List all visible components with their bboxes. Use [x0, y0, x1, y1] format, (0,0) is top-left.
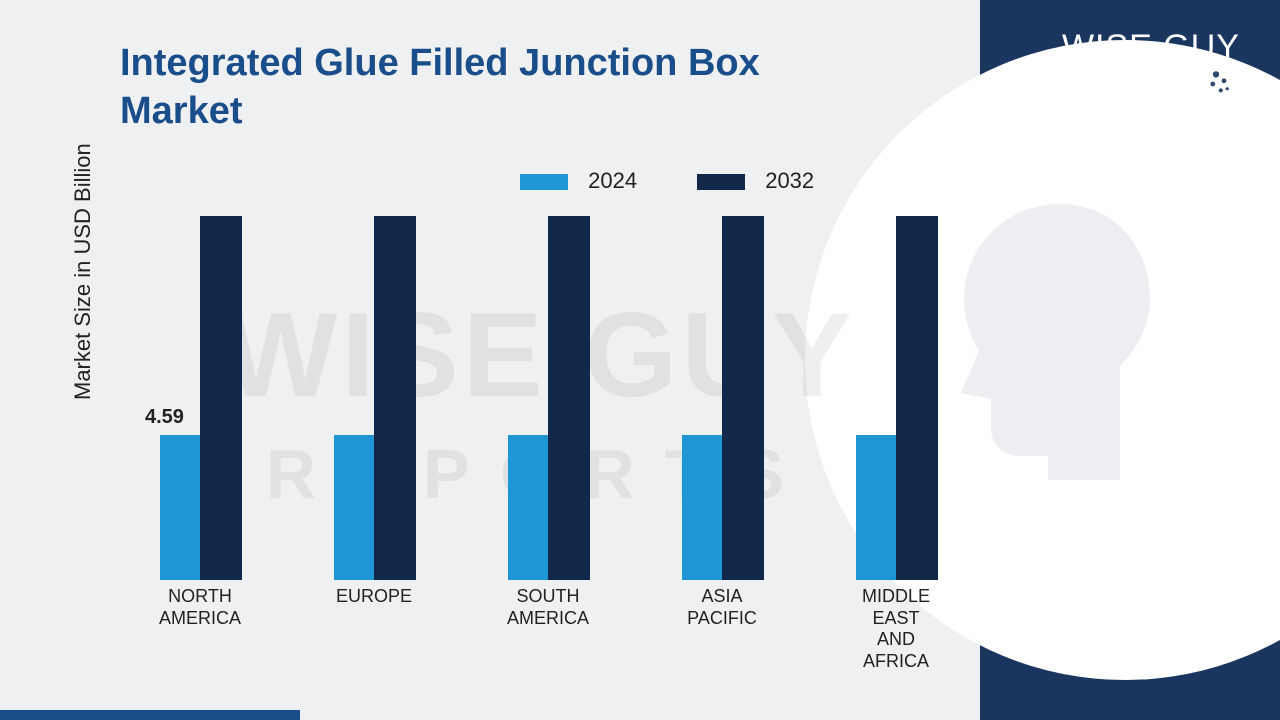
bar-2032: [200, 216, 242, 580]
bar-2024: [508, 435, 550, 580]
bar-2024: [334, 435, 376, 580]
legend-item-2024: 2024: [520, 168, 637, 194]
x-axis-label: EUROPE: [304, 586, 444, 608]
brand-logo-text: WISE GUY REPORTS: [1062, 30, 1240, 84]
page: WISE GUY REPORTS WISE GUY REPORTS Integr…: [0, 0, 1280, 720]
bar-2032: [896, 216, 938, 580]
bar-2024: [856, 435, 898, 580]
bar-2032: [722, 216, 764, 580]
legend-label-2032: 2032: [765, 168, 814, 193]
x-axis-label: SOUTHAMERICA: [478, 586, 618, 629]
x-axis-labels: NORTHAMERICA EUROPE SOUTHAMERICA ASIAPACIFI…: [110, 586, 980, 706]
x-axis-label: ASIAPACIFIC: [652, 586, 792, 629]
bar-2024: [682, 435, 724, 580]
bar-value-label: 4.59: [145, 406, 184, 429]
brand-head-icon: [1160, 52, 1240, 132]
bar-2024: [160, 435, 202, 580]
y-axis-label: Market Size in USD Billion: [70, 143, 96, 400]
bar-2032: [374, 216, 416, 580]
x-axis-label: MIDDLEEASTANDAFRICA: [826, 586, 966, 672]
legend-label-2024: 2024: [588, 168, 637, 193]
legend-swatch-2032: [697, 174, 745, 190]
chart-plot-area: 4.59: [110, 200, 980, 580]
x-axis-label: NORTHAMERICA: [130, 586, 270, 629]
bar-2032: [548, 216, 590, 580]
footer-accent-bar: [0, 710, 300, 720]
legend-swatch-2024: [520, 174, 568, 190]
page-title: Integrated Glue Filled Junction Box Mark…: [120, 40, 840, 135]
legend-item-2032: 2032: [697, 168, 814, 194]
chart-legend: 2024 2032: [520, 168, 814, 194]
